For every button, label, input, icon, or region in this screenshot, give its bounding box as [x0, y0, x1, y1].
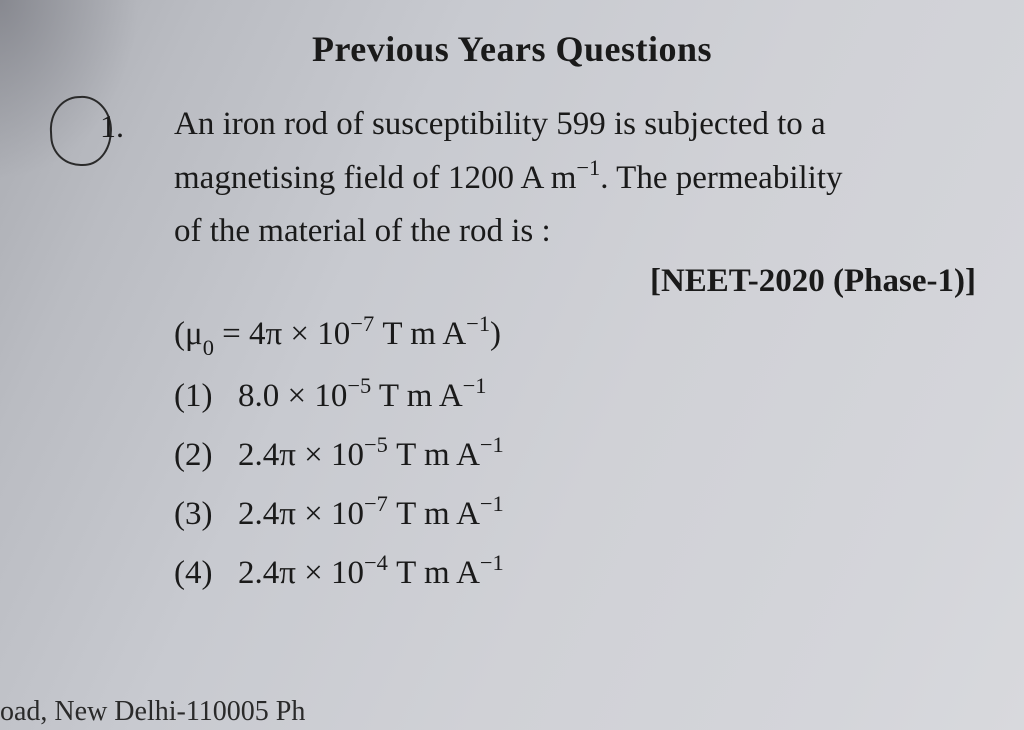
footer-cutoff-text: oad, New Delhi-110005 Ph	[0, 696, 305, 728]
option-4: (4) 2.4π × 10−4 T m A−1	[174, 551, 984, 592]
option-1-num: (1)	[174, 378, 226, 415]
option-4-unit: T m A	[388, 555, 480, 591]
question-line1: An iron rod of susceptibility 599 is sub…	[174, 106, 826, 142]
option-3-val: 2.4π × 10	[238, 496, 364, 532]
option-2-num: (2)	[174, 437, 226, 474]
option-1-exp: −5	[347, 373, 371, 398]
option-3-unit: T m A	[388, 496, 480, 532]
question-body: An iron rod of susceptibility 599 is sub…	[130, 98, 994, 610]
given-exp: −7	[350, 311, 374, 336]
option-1: (1) 8.0 × 10−5 T m A−1	[174, 374, 984, 415]
option-3: (3) 2.4π × 10−7 T m A−1	[174, 492, 984, 533]
option-4-exp: −4	[364, 550, 388, 575]
option-2: (2) 2.4π × 10−5 T m A−1	[174, 433, 984, 474]
question-line3: of the material of the rod is :	[174, 213, 551, 249]
option-3-value: 2.4π × 10−7 T m A−1	[238, 492, 504, 533]
option-1-value: 8.0 × 10−5 T m A−1	[238, 374, 487, 415]
given-unit: T m A	[374, 316, 466, 352]
exam-tag: [NEET-2020 (Phase-1)]	[130, 263, 984, 300]
question-text: An iron rod of susceptibility 599 is sub…	[174, 98, 984, 257]
option-1-val: 8.0 × 10	[238, 378, 347, 414]
option-3-exp: −7	[364, 491, 388, 516]
given-mid: = 4π × 10	[214, 316, 350, 352]
option-3-num: (3)	[174, 496, 226, 533]
option-3-unit-exp: −1	[480, 491, 504, 516]
option-2-value: 2.4π × 10−5 T m A−1	[238, 433, 504, 474]
option-4-num: (4)	[174, 555, 226, 592]
option-2-unit: T m A	[388, 437, 480, 473]
question-line2-part1: magnetising field of 1200 A m	[174, 160, 576, 196]
question-container: 1. An iron rod of susceptibility 599 is …	[50, 98, 994, 610]
option-2-val: 2.4π × 10	[238, 437, 364, 473]
given-unit-exp: −1	[466, 311, 490, 336]
page-title: Previous Years Questions	[30, 28, 994, 70]
given-prefix: (μ	[174, 316, 203, 352]
option-2-unit-exp: −1	[480, 432, 504, 457]
question-number: 1.	[100, 108, 124, 145]
option-4-unit-exp: −1	[480, 550, 504, 575]
option-1-unit: T m A	[371, 378, 462, 414]
question-number-wrapper: 1.	[50, 98, 112, 166]
option-4-value: 2.4π × 10−4 T m A−1	[238, 551, 504, 592]
given-formula: (μ0 = 4π × 10−7 T m A−1)	[174, 312, 984, 358]
option-4-val: 2.4π × 10	[238, 555, 364, 591]
given-suffix: )	[490, 316, 501, 352]
option-2-exp: −5	[364, 432, 388, 457]
given-sub: 0	[203, 335, 214, 360]
question-line2-part2: . The permeability	[600, 160, 842, 196]
options-list: (1) 8.0 × 10−5 T m A−1 (2) 2.4π × 10−5 T…	[174, 374, 984, 592]
question-line2-exp: −1	[576, 155, 600, 180]
option-1-unit-exp: −1	[463, 373, 487, 398]
